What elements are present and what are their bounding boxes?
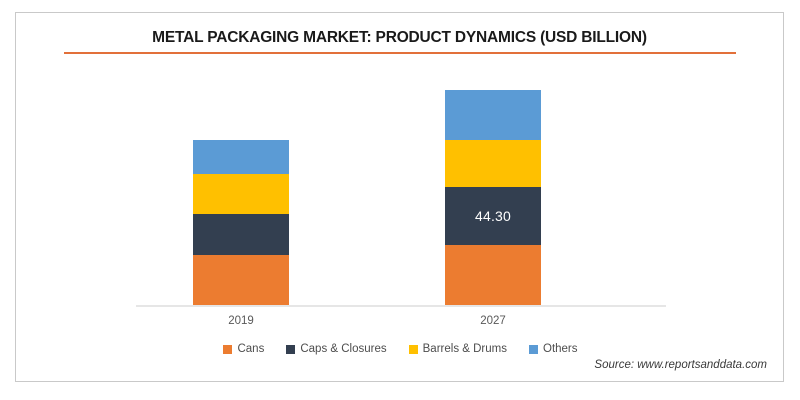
source-attribution: Source: www.reportsanddata.com: [594, 359, 767, 371]
title-accent-rule: [64, 52, 736, 54]
x-axis-line: [136, 305, 666, 307]
bar-segment-cans-2019[interactable]: [193, 255, 289, 305]
bar-segment-caps-closures-2027[interactable]: 44.30: [445, 187, 541, 245]
bar-segment-barrels-drums-2027[interactable]: [445, 140, 541, 187]
bar-segment-cans-2027[interactable]: [445, 245, 541, 305]
bar-segment-others-2019[interactable]: [193, 140, 289, 174]
stacked-bar-2027[interactable]: 44.30: [445, 90, 541, 305]
legend-swatch-caps-closures: [286, 344, 296, 354]
x-axis-tick-label-2019: 2019: [228, 315, 254, 327]
chart-legend: Cans Caps & Closures Barrels & Drums Oth…: [16, 343, 785, 355]
legend-swatch-others: [529, 344, 538, 354]
legend-label-others: Others: [543, 343, 578, 355]
legend-swatch-cans: [223, 344, 233, 354]
legend-item-others[interactable]: Others: [529, 343, 578, 355]
plot-area: 44.30 2019 2027: [16, 13, 785, 383]
bar-segment-barrels-drums-2019[interactable]: [193, 174, 289, 214]
legend-label-cans: Cans: [237, 343, 265, 355]
bar-segment-others-2027[interactable]: [445, 90, 541, 140]
legend-item-caps-closures[interactable]: Caps & Closures: [286, 343, 387, 355]
x-axis-tick-label-2027: 2027: [480, 315, 506, 327]
chart-figure: METAL PACKAGING MARKET: PRODUCT DYNAMICS…: [15, 12, 784, 382]
legend-swatch-barrels-drums: [408, 344, 418, 354]
legend-label-barrels-drums: Barrels & Drums: [422, 343, 507, 355]
chart-title-block: METAL PACKAGING MARKET: PRODUCT DYNAMICS…: [16, 13, 783, 47]
legend-item-barrels-drums[interactable]: Barrels & Drums: [408, 343, 507, 355]
legend-item-cans[interactable]: Cans: [223, 343, 264, 355]
bar-segment-caps-closures-2019[interactable]: [193, 214, 289, 255]
legend-label-caps-closures: Caps & Closures: [300, 343, 387, 355]
stacked-bar-2019[interactable]: [193, 140, 289, 305]
bar-value-label-44-30: 44.30: [474, 208, 512, 224]
page-title: METAL PACKAGING MARKET: PRODUCT DYNAMICS…: [152, 29, 647, 46]
